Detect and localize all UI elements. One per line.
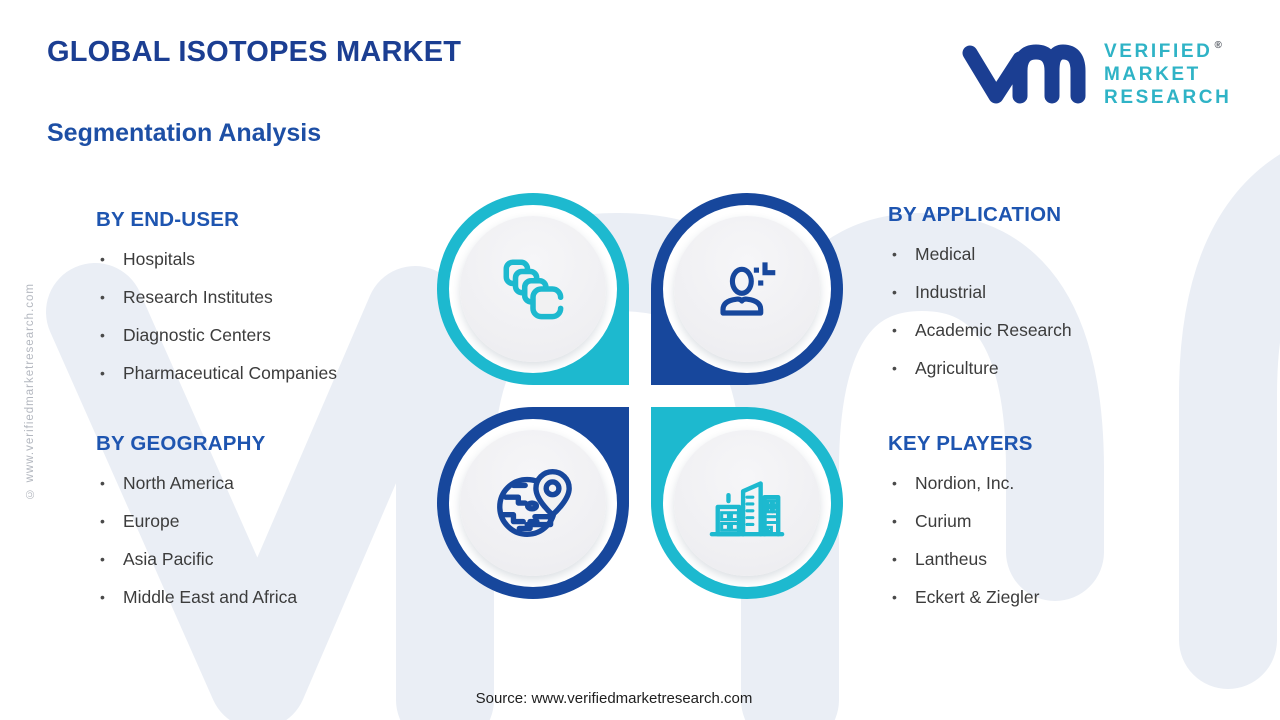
logo-line-market: MARKET	[1104, 64, 1201, 85]
quadrant-cluster	[437, 193, 843, 599]
page-subtitle: Segmentation Analysis	[47, 119, 322, 147]
quadrant-disc	[674, 430, 820, 576]
list-item: Lantheus	[888, 540, 1228, 578]
list-item: Hospitals	[96, 240, 426, 278]
section-title-end-user: BY END-USER	[96, 208, 240, 231]
quadrant-disc	[460, 216, 606, 362]
list-item-text: Europe	[123, 510, 180, 531]
list-item-text: Asia Pacific	[123, 548, 214, 569]
vmr-logo: VERIFIED ® MARKET RESEARCH	[962, 34, 1231, 109]
list-item-text: Hospitals	[123, 248, 195, 269]
list-item: North America	[96, 464, 426, 502]
isotope-squares-icon	[503, 259, 564, 320]
vmr-monogram-icon	[962, 44, 1086, 104]
list-item-text: Diagnostic Centers	[123, 324, 271, 345]
list-item-text: North America	[123, 472, 234, 493]
list-item: Agriculture	[888, 349, 1228, 387]
quadrant-disc	[460, 430, 606, 576]
list-item: Europe	[96, 502, 426, 540]
section-by-end-user: BY END-USER Hospitals Research Institute…	[96, 208, 426, 392]
list-item-text: Academic Research	[915, 319, 1072, 340]
registered-mark: ®	[1214, 40, 1222, 51]
section-title-geography: BY GEOGRAPHY	[96, 432, 266, 455]
side-copyright-text: © www.verifiedmarketresearch.com	[24, 283, 36, 500]
quadrant-geography	[437, 407, 629, 599]
list-item: Middle East and Africa	[96, 578, 426, 616]
quadrant-application	[651, 193, 843, 385]
logo-wordmark: VERIFIED ® MARKET RESEARCH	[1104, 34, 1231, 109]
list-item-text: Agriculture	[915, 357, 999, 378]
section-key-players: KEY PLAYERS Nordion, Inc. Curium Lantheu…	[888, 432, 1228, 616]
source-text: Source: www.verifiedmarketresearch.com	[475, 690, 753, 707]
section-by-geography: BY GEOGRAPHY North America Europe Asia P…	[96, 432, 426, 616]
list-item: Eckert & Ziegler	[888, 578, 1228, 616]
list-item: Nordion, Inc.	[888, 464, 1228, 502]
city-buildings-icon	[709, 481, 785, 537]
quadrant-key-players	[651, 407, 843, 599]
list-item-text: Industrial	[915, 281, 987, 302]
end-user-list: Hospitals Research Institutes Diagnostic…	[96, 240, 426, 392]
list-item: Pharmaceutical Companies	[96, 354, 426, 392]
list-item-text: Medical	[915, 243, 976, 264]
list-item-text: Research Institutes	[123, 286, 273, 307]
list-item-text: Middle East and Africa	[123, 586, 298, 607]
list-item: Medical	[888, 235, 1228, 273]
application-list: Medical Industrial Academic Research Agr…	[888, 235, 1228, 387]
section-by-application: BY APPLICATION Medical Industrial Academ…	[888, 203, 1228, 387]
list-item: Asia Pacific	[96, 540, 426, 578]
logo-line-verified: VERIFIED ®	[1104, 40, 1222, 62]
list-item: Academic Research	[888, 311, 1228, 349]
list-item-text: Eckert & Ziegler	[915, 586, 1040, 607]
list-item-text: Lantheus	[915, 548, 988, 569]
person-expertise-icon	[720, 262, 776, 316]
section-title-application: BY APPLICATION	[888, 203, 1062, 226]
list-item: Industrial	[888, 273, 1228, 311]
quadrant-disc	[674, 216, 820, 362]
globe-location-pin-icon	[497, 469, 572, 537]
list-item-text: Curium	[915, 510, 972, 531]
list-item-text: Pharmaceutical Companies	[123, 362, 337, 383]
list-item-text: Nordion, Inc.	[915, 472, 1015, 493]
geography-list: North America Europe Asia Pacific Middle…	[96, 464, 426, 616]
quadrant-end-user	[437, 193, 629, 385]
key-players-list: Nordion, Inc. Curium Lantheus Eckert & Z…	[888, 464, 1228, 616]
list-item: Research Institutes	[96, 278, 426, 316]
list-item: Curium	[888, 502, 1228, 540]
page-title: GLOBAL ISOTOPES MARKET	[47, 36, 462, 68]
logo-line-research: RESEARCH	[1104, 87, 1232, 108]
list-item: Diagnostic Centers	[96, 316, 426, 354]
section-title-key-players: KEY PLAYERS	[888, 432, 1033, 455]
